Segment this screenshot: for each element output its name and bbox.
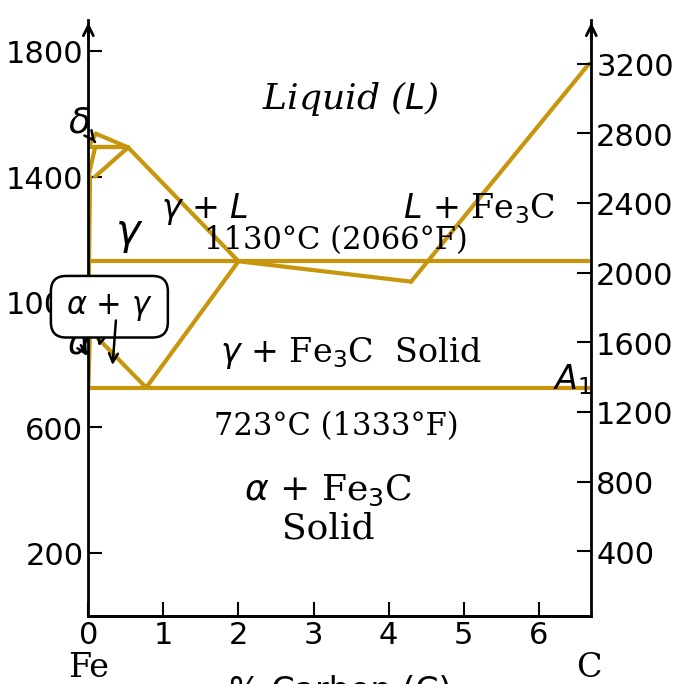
Text: C: C: [576, 652, 601, 683]
Text: $\delta$: $\delta$: [68, 105, 95, 142]
Text: $\gamma$ + $L$: $\gamma$ + $L$: [161, 190, 249, 226]
Text: $\gamma$: $\gamma$: [115, 213, 144, 254]
Text: $\alpha$ + Fe$_3$C: $\alpha$ + Fe$_3$C: [244, 473, 412, 508]
Text: $\gamma$ + Fe$_3$C  Solid: $\gamma$ + Fe$_3$C Solid: [220, 334, 481, 371]
Text: $\alpha$: $\alpha$: [67, 326, 92, 360]
Text: Liquid ($L$): Liquid ($L$): [262, 79, 439, 118]
Text: $\alpha$ + $\gamma$: $\alpha$ + $\gamma$: [66, 291, 153, 344]
Text: Fe: Fe: [68, 652, 109, 683]
Text: 723°C (1333°F): 723°C (1333°F): [214, 410, 458, 441]
Text: Solid: Solid: [282, 511, 374, 545]
Text: $L$ + Fe$_3$C: $L$ + Fe$_3$C: [402, 191, 554, 226]
Text: 1130°C (2066°F): 1130°C (2066°F): [204, 224, 468, 255]
Text: $A_1$: $A_1$: [552, 362, 591, 397]
X-axis label: % Carbon (C): % Carbon (C): [228, 674, 451, 684]
